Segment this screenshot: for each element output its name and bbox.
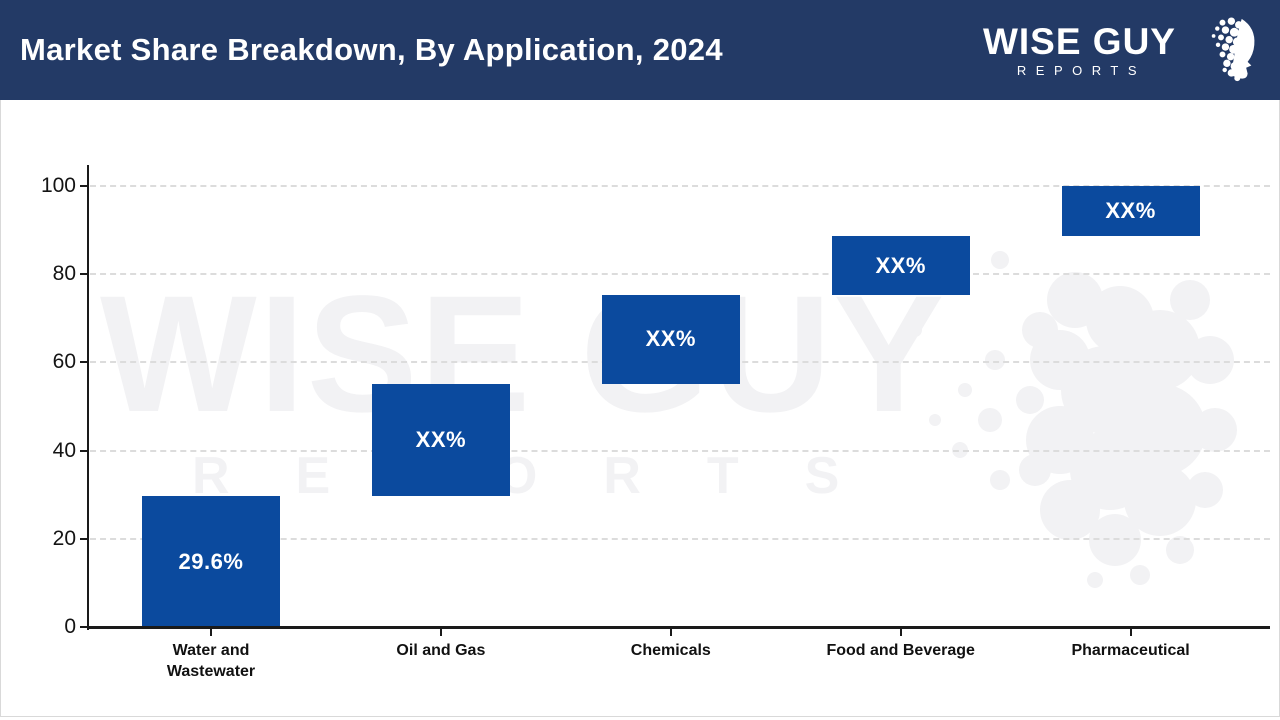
y-tick-label: 60 xyxy=(52,350,76,374)
gridline xyxy=(90,273,1270,276)
y-tick-label: 80 xyxy=(52,262,76,286)
y-tick-label: 0 xyxy=(64,615,76,638)
y-tick xyxy=(80,185,88,187)
x-tick xyxy=(1129,629,1132,636)
bar-segment: XX% xyxy=(601,295,740,384)
bar-segment: XX% xyxy=(1061,186,1200,237)
bar-value-label: XX% xyxy=(645,326,696,352)
chart-area: 0 20 40 60 80 100 29.6% XX% XX% XX% XX% Water and W… xyxy=(0,100,1280,720)
x-tick xyxy=(439,629,442,636)
watermark-wordmark: WISE GUY xyxy=(100,262,947,447)
y-tick-label: 40 xyxy=(52,438,76,462)
logo-subtitle: REPORTS xyxy=(1016,62,1147,78)
gridline xyxy=(90,185,1270,187)
x-tick-label: Oil and Gas xyxy=(396,642,486,659)
y-tick-label: 100 xyxy=(40,174,76,197)
gridline xyxy=(90,537,1270,540)
y-tick xyxy=(80,273,88,276)
bar-segment: XX% xyxy=(831,236,970,296)
bar-segment: 29.6% xyxy=(142,496,280,627)
x-tick xyxy=(899,629,902,636)
dotted-face-logo-icon xyxy=(1211,17,1255,82)
bar-value-label: XX% xyxy=(1105,198,1156,224)
bar-segment: XX% xyxy=(371,383,510,497)
wise-guy-logo: WISE GUY REPORTS xyxy=(983,9,1258,91)
logo-text: WISE GUY REPORTS xyxy=(983,23,1176,78)
x-tick xyxy=(210,629,212,636)
left-border xyxy=(0,100,1,716)
bar-value-label: XX% xyxy=(875,252,926,278)
bottom-border xyxy=(0,716,1280,717)
x-tick-label: Food and Beverage xyxy=(826,642,975,659)
bar-value-label: XX% xyxy=(415,427,467,452)
y-tick-label: 20 xyxy=(52,526,76,550)
gridline xyxy=(90,449,1270,452)
x-tick xyxy=(669,629,672,636)
x-axis-line xyxy=(87,626,1270,629)
y-tick xyxy=(80,537,88,540)
watermark-subtitle: REPORTS xyxy=(192,447,906,505)
page-title: Market Share Breakdown, By Application, … xyxy=(20,32,723,67)
y-tick xyxy=(80,626,88,628)
bar-value-label: 29.6% xyxy=(178,548,244,574)
y-tick xyxy=(80,361,88,364)
logo-wordmark: WISE GUY xyxy=(982,20,1176,62)
x-tick-label: Chemicals xyxy=(630,642,711,659)
watermark-face-icon xyxy=(908,251,1237,588)
y-tick xyxy=(80,449,88,452)
header: Market Share Breakdown, By Application, … xyxy=(0,0,1280,100)
x-tick-label: Water and Wastewater xyxy=(166,642,256,680)
x-tick-label: Pharmaceutical xyxy=(1071,642,1190,659)
y-axis-line xyxy=(87,165,89,630)
